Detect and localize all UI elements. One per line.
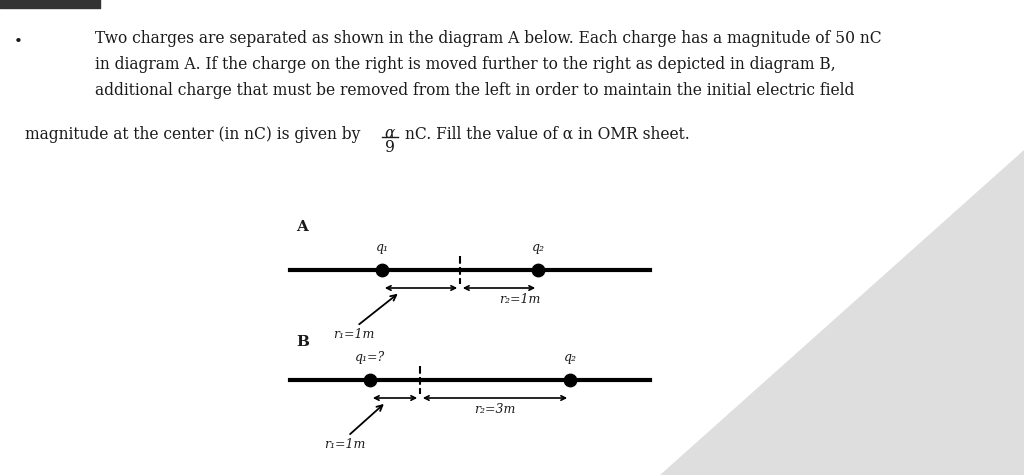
Text: in diagram A. If the charge on the right is moved further to the right as depict: in diagram A. If the charge on the right… <box>95 56 836 73</box>
Text: q₁=?: q₁=? <box>355 351 385 364</box>
Text: α: α <box>385 125 395 142</box>
Point <box>562 376 579 384</box>
Text: •: • <box>13 35 23 49</box>
Point <box>361 376 378 384</box>
Text: Two charges are separated as shown in the diagram A below. Each charge has a mag: Two charges are separated as shown in th… <box>95 30 882 47</box>
Text: B: B <box>296 335 309 349</box>
Text: r₁=1m: r₁=1m <box>325 438 366 451</box>
Text: additional charge that must be removed from the left in order to maintain the in: additional charge that must be removed f… <box>95 82 854 99</box>
Text: r₂=3m: r₂=3m <box>474 403 516 416</box>
Text: A: A <box>296 220 308 234</box>
Text: q₂: q₂ <box>563 351 577 364</box>
Text: 9: 9 <box>385 139 395 156</box>
Text: q₂: q₂ <box>531 241 545 254</box>
Text: r₂=1m: r₂=1m <box>500 293 541 306</box>
Text: q₁: q₁ <box>376 241 388 254</box>
Point <box>374 266 390 274</box>
Text: r₁=1m: r₁=1m <box>334 328 375 341</box>
Point <box>529 266 546 274</box>
Text: magnitude at the center (in nC) is given by: magnitude at the center (in nC) is given… <box>25 126 360 143</box>
Polygon shape <box>660 150 1024 475</box>
Text: nC. Fill the value of α in OMR sheet.: nC. Fill the value of α in OMR sheet. <box>406 126 690 143</box>
